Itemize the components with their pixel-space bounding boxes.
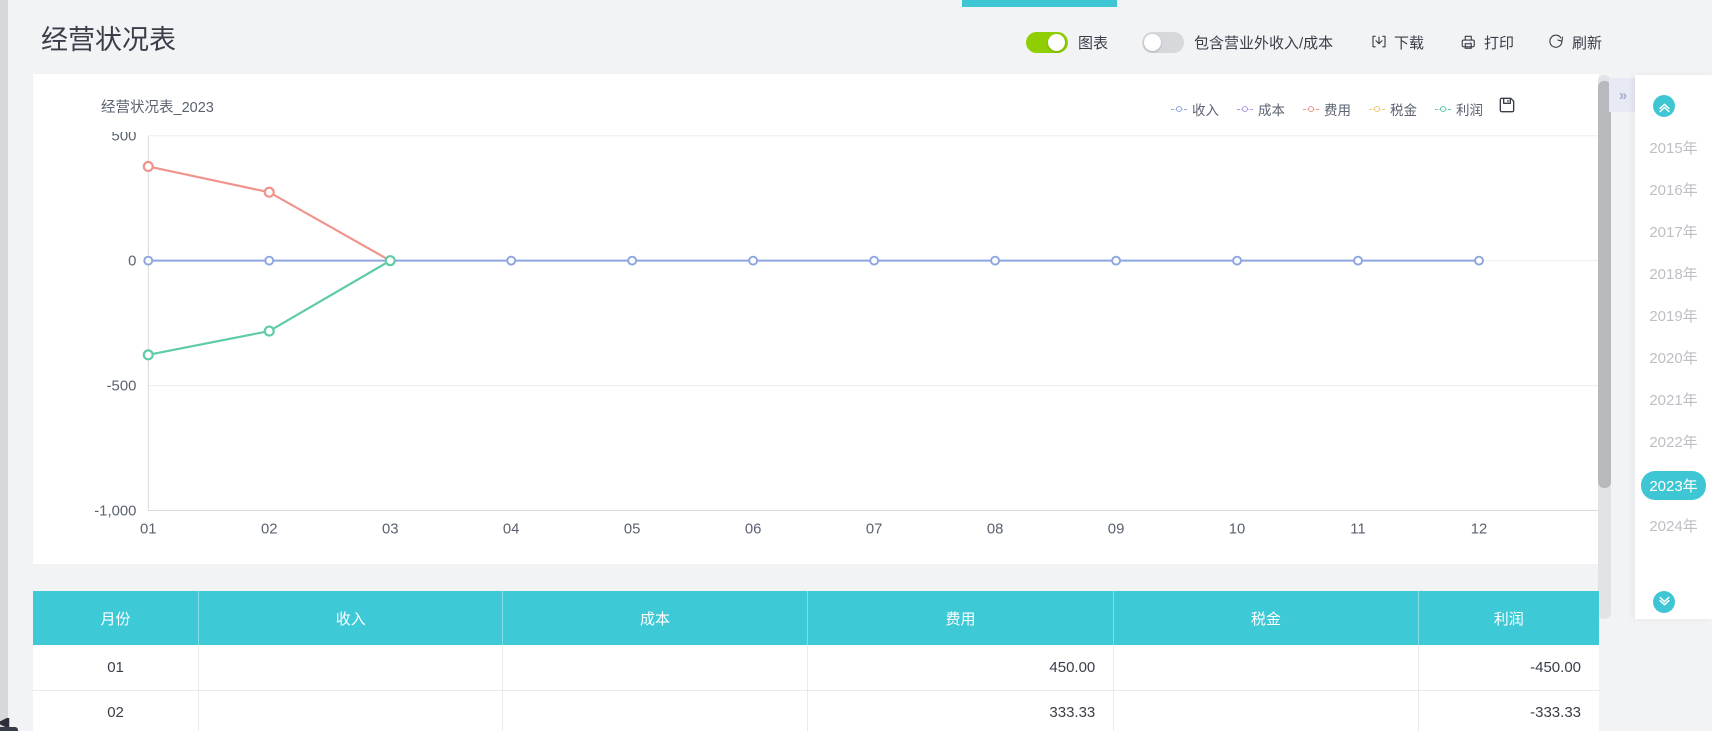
svg-text:-500: -500 [107, 379, 137, 395]
svg-text:08: 08 [987, 521, 1004, 537]
svg-text:04: 04 [503, 521, 520, 537]
svg-text:500: 500 [112, 132, 137, 145]
svg-text:06: 06 [745, 521, 762, 537]
svg-text:0: 0 [128, 254, 136, 270]
svg-text:10: 10 [1229, 521, 1246, 537]
svg-text:02: 02 [261, 521, 278, 537]
svg-text:-1,000: -1,000 [94, 503, 136, 519]
svg-text:01: 01 [140, 521, 157, 537]
svg-text:07: 07 [866, 521, 883, 537]
svg-text:05: 05 [624, 521, 641, 537]
svg-text:11: 11 [1350, 521, 1365, 537]
svg-text:09: 09 [1108, 521, 1125, 537]
svg-text:03: 03 [382, 521, 399, 537]
svg-text:12: 12 [1471, 521, 1488, 537]
